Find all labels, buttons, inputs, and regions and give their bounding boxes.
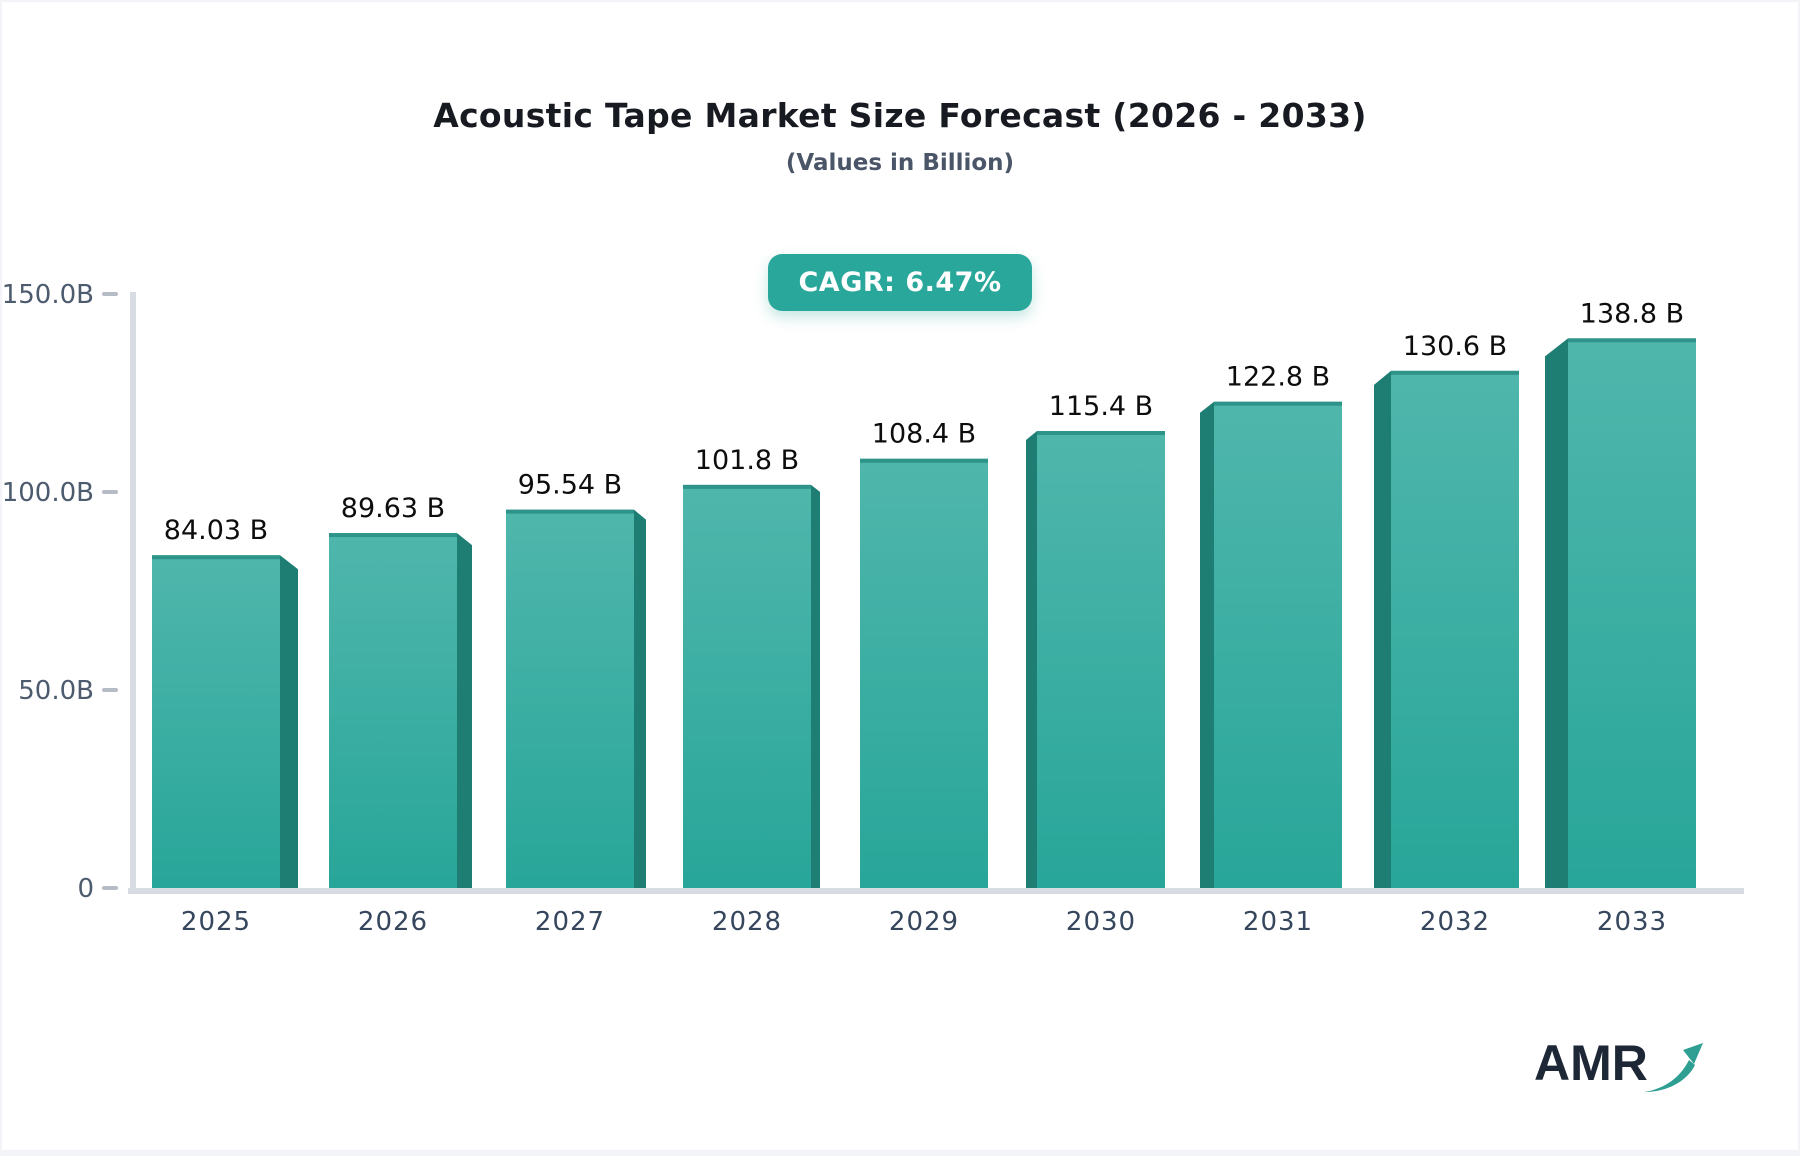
bar-face-2027: [506, 509, 634, 888]
bar-side-2028: [811, 484, 820, 888]
y-tick-label-0: 0: [77, 874, 94, 904]
bar-side-2027: [634, 509, 646, 888]
bar-group-2030: [1026, 431, 1165, 888]
bar-face-2031: [1214, 401, 1342, 888]
y-tick-label-50.0B: 50.0B: [18, 676, 94, 706]
bar-value-label-2027: 95.54 B: [518, 470, 622, 501]
bar-group-2027: [506, 509, 646, 888]
x-category-label-2032: 2032: [1420, 907, 1490, 937]
bar-group-2029: [860, 458, 988, 888]
y-tick-mark-150.0B: [102, 292, 118, 296]
chart-title: Acoustic Tape Market Size Forecast (2026…: [433, 96, 1367, 135]
bar-group-2033: [1545, 338, 1696, 888]
bar-group-2031: [1200, 401, 1342, 888]
x-category-label-2030: 2030: [1066, 907, 1136, 937]
cagr-badge-row: CAGR: 6.47%: [2, 254, 1798, 311]
x-category-label-2031: 2031: [1243, 907, 1313, 937]
bar-face-2025: [152, 555, 280, 888]
bar-group-2032: [1374, 370, 1519, 889]
bar-value-label-2033: 138.8 B: [1580, 298, 1684, 329]
bar-group-2026: [329, 533, 472, 888]
cagr-badge: CAGR: 6.47%: [768, 254, 1032, 311]
amr-logo: AMR: [1534, 1038, 1706, 1098]
bar-value-label-2031: 122.8 B: [1226, 362, 1330, 393]
growth-arrow-icon: [1643, 1043, 1703, 1092]
bar-face-2029: [860, 458, 988, 888]
growth-arrow-head: [1682, 1043, 1703, 1064]
bar-top-edge-2032: [1391, 370, 1519, 375]
bar-top-edge-2033: [1568, 338, 1696, 343]
bar-group-2028: [683, 484, 820, 888]
bar-side-2025: [280, 555, 298, 888]
y-tick-mark-0: [102, 886, 118, 890]
bar-side-2030: [1026, 431, 1037, 888]
y-tick-mark-100.0B: [102, 490, 118, 494]
y-tick-mark-50.0B: [102, 688, 118, 692]
chart-subtitle: (Values in Billion): [785, 150, 1015, 176]
bar-face-2032: [1391, 370, 1519, 889]
x-category-label-2025: 2025: [181, 907, 251, 937]
y-tick-label-100.0B: 100.0B: [2, 478, 94, 508]
bar-side-2026: [457, 533, 472, 888]
bar-value-label-2032: 130.6 B: [1403, 331, 1507, 362]
bar-side-2031: [1200, 401, 1214, 888]
bar-value-label-2029: 108.4 B: [872, 419, 976, 450]
x-category-label-2027: 2027: [535, 907, 605, 937]
amr-logo-text: AMR: [1534, 1035, 1648, 1091]
bar-top-edge-2030: [1037, 431, 1165, 436]
growth-arrow-tail: [1643, 1060, 1695, 1092]
bar-face-2033: [1568, 338, 1696, 888]
bar-group-2025: [152, 555, 298, 888]
y-tick-label-150.0B: 150.0B: [2, 280, 94, 310]
bar-top-edge-2029: [860, 458, 988, 463]
bar-value-label-2025: 84.03 B: [164, 515, 268, 546]
bar-top-edge-2028: [683, 484, 811, 489]
bar-value-label-2030: 115.4 B: [1049, 391, 1153, 422]
bar-top-edge-2031: [1214, 401, 1342, 406]
bar-value-label-2026: 89.63 B: [341, 493, 445, 524]
bar-value-label-2028: 101.8 B: [695, 445, 799, 476]
y-axis-line: [130, 292, 136, 894]
bar-top-edge-2027: [506, 509, 634, 514]
x-axis-line: [128, 888, 1744, 894]
x-category-label-2026: 2026: [358, 907, 428, 937]
bar-top-edge-2025: [152, 555, 280, 560]
x-category-label-2029: 2029: [889, 907, 959, 937]
x-category-label-2028: 2028: [712, 907, 782, 937]
bar-face-2030: [1037, 431, 1165, 888]
bar-side-2033: [1545, 338, 1568, 888]
x-category-label-2033: 2033: [1597, 907, 1667, 937]
bar-top-edge-2026: [329, 533, 457, 538]
bar-face-2028: [683, 484, 811, 888]
bar-face-2026: [329, 533, 457, 888]
bar-side-2032: [1374, 370, 1391, 889]
